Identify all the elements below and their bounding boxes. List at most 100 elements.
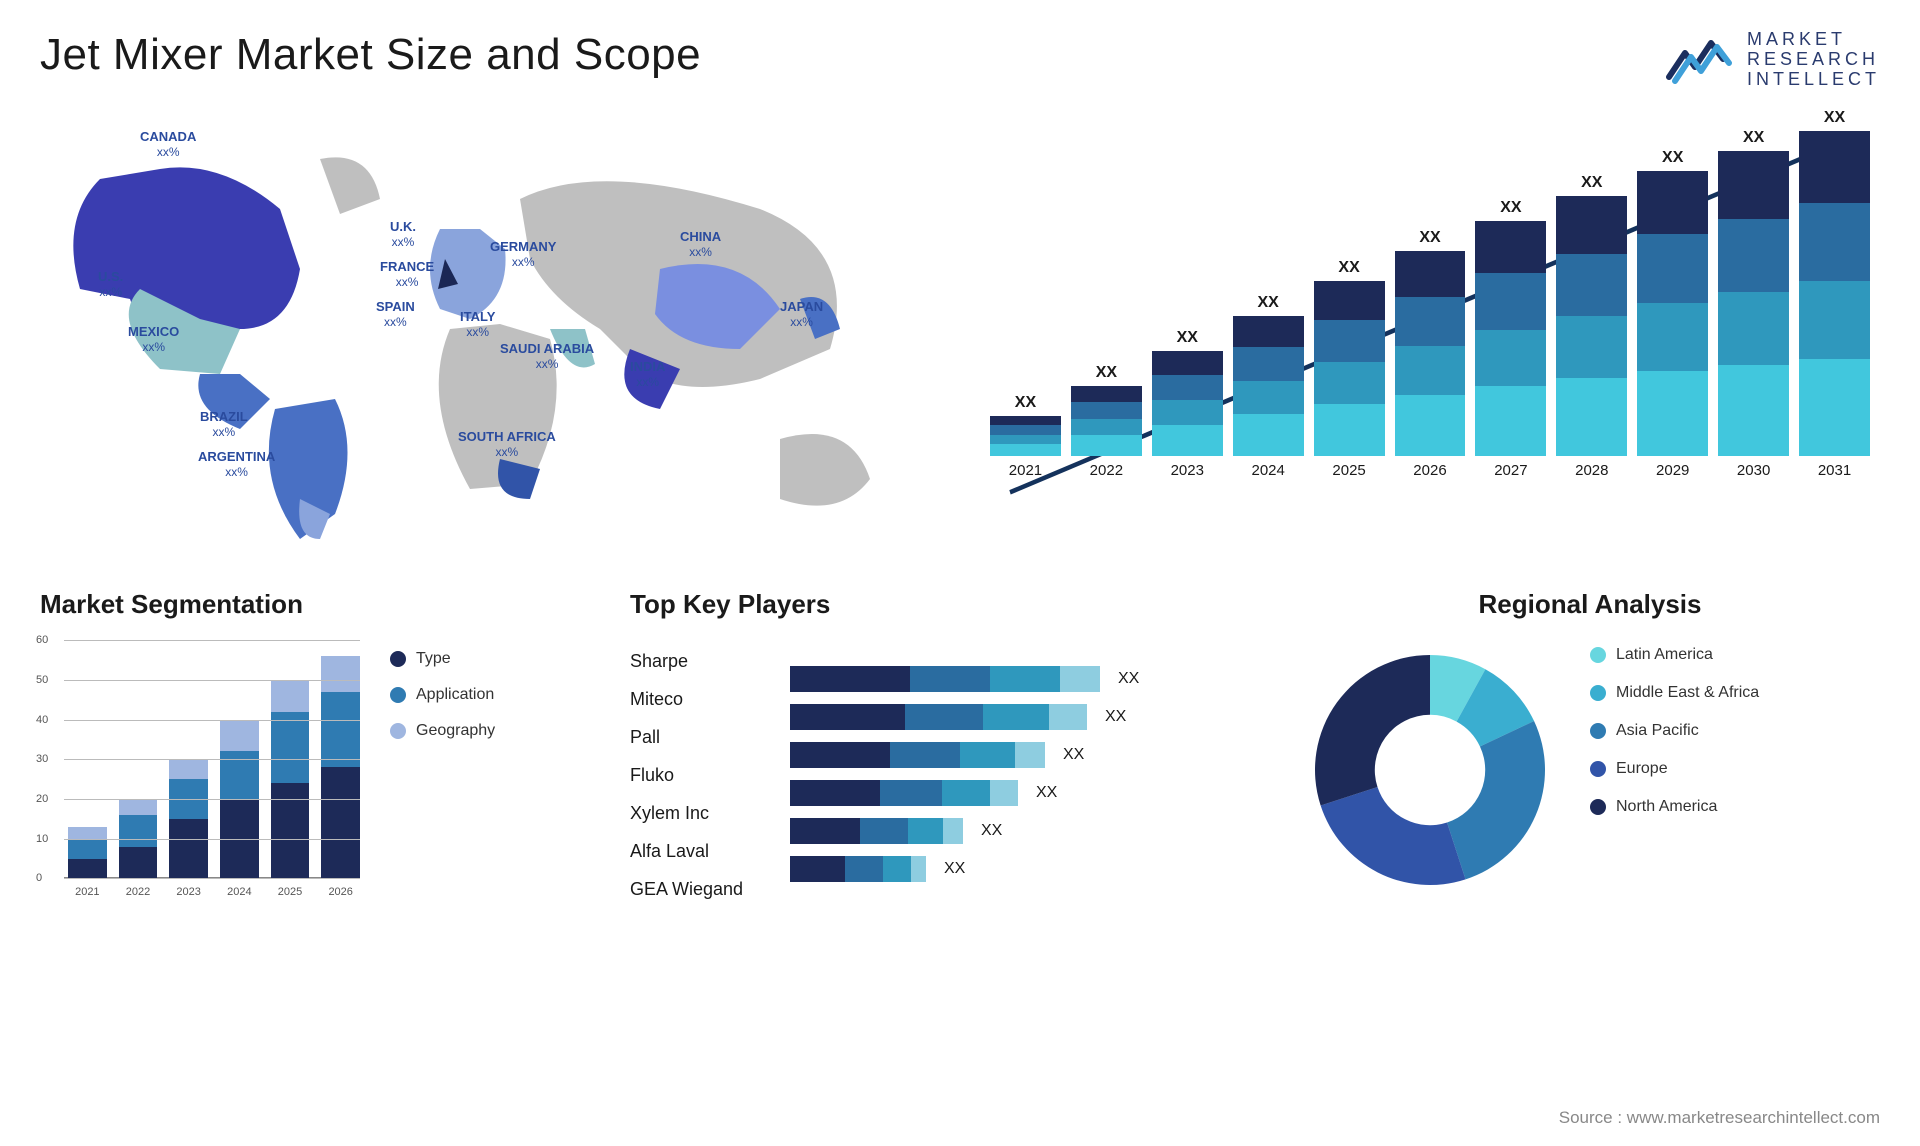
key-player-bar: XX [790, 666, 1270, 692]
bar-year-label: 2024 [1251, 462, 1284, 479]
key-player-value: XX [981, 822, 1002, 840]
y-axis-tick: 20 [36, 793, 48, 805]
key-player-bar: XX [790, 856, 1270, 882]
key-player-value: XX [1036, 784, 1057, 802]
bar-year-label: 2029 [1656, 462, 1689, 479]
key-player-bar: XX [790, 818, 1270, 844]
map-label: ITALYxx% [460, 309, 495, 339]
key-players-title: Top Key Players [630, 589, 1270, 620]
key-player-value: XX [1063, 746, 1084, 764]
map-label: SOUTH AFRICAxx% [458, 429, 556, 459]
map-label: ARGENTINAxx% [198, 449, 275, 479]
bar-value-label: XX [1743, 129, 1764, 147]
seg-year-label: 2025 [278, 886, 302, 898]
growth-bar: XX 2029 [1637, 149, 1708, 479]
logo-line1: MARKET [1747, 30, 1880, 50]
key-player-name: Miteco [630, 686, 770, 712]
growth-bar-chart: XX2021XX2022XX2023XX2024XX2025XX2026XX20… [980, 119, 1880, 539]
growth-bar: XX 2031 [1799, 109, 1870, 479]
y-axis-tick: 40 [36, 714, 48, 726]
map-label: SAUDI ARABIAxx% [500, 341, 594, 371]
bar-value-label: XX [1015, 394, 1036, 412]
key-player-name: Fluko [630, 762, 770, 788]
donut-slice [1315, 655, 1430, 806]
bar-year-label: 2027 [1494, 462, 1527, 479]
segmentation-title: Market Segmentation [40, 589, 600, 620]
map-label: FRANCExx% [380, 259, 434, 289]
legend-item: Type [390, 650, 495, 668]
key-player-name: Sharpe [630, 648, 770, 674]
growth-bar: XX 2021 [990, 394, 1061, 479]
bar-value-label: XX [1500, 199, 1521, 217]
regional-donut-chart: Latin America Middle East & Africa Asia Pa… [1300, 640, 1880, 900]
y-axis-tick: 30 [36, 753, 48, 765]
growth-bar: XX 2026 [1395, 229, 1466, 479]
map-label: U.K.xx% [390, 219, 416, 249]
seg-year-label: 2022 [126, 886, 150, 898]
bar-year-label: 2028 [1575, 462, 1608, 479]
growth-bar: XX2028 [1556, 174, 1627, 479]
donut-svg [1300, 640, 1560, 900]
map-label: GERMANYxx% [490, 239, 556, 269]
region-legend-item: Middle East & Africa [1590, 684, 1759, 702]
bar-year-label: 2030 [1737, 462, 1770, 479]
bar-value-label: XX [1338, 259, 1359, 277]
key-player-value: XX [944, 860, 965, 878]
bar-year-label: 2025 [1332, 462, 1365, 479]
logo-line2: RESEARCH [1747, 50, 1880, 70]
map-label: INDIAxx% [630, 359, 665, 389]
map-label: CHINAxx% [680, 229, 721, 259]
key-player-value: XX [1118, 670, 1139, 688]
seg-year-label: 2023 [176, 886, 200, 898]
bar-year-label: 2023 [1171, 462, 1204, 479]
region-legend-item: Europe [1590, 760, 1759, 778]
key-player-name: Alfa Laval [630, 838, 770, 864]
map-label: CANADAxx% [140, 129, 196, 159]
key-player-name: Xylem Inc [630, 800, 770, 826]
growth-bar: XX 2027 [1475, 199, 1546, 479]
bar-value-label: XX [1419, 229, 1440, 247]
bar-value-label: XX [1258, 294, 1279, 312]
bar-year-label: 2022 [1090, 462, 1123, 479]
growth-bar: XX2023 [1152, 329, 1223, 479]
logo-mark-icon [1665, 33, 1735, 87]
y-axis-tick: 50 [36, 674, 48, 686]
segmentation-bar: 2026 [321, 656, 360, 878]
brand-logo: MARKET RESEARCH INTELLECT [1665, 30, 1880, 89]
key-player-name: Pall [630, 724, 770, 750]
bar-year-label: 2021 [1009, 462, 1042, 479]
segmentation-bar: 2021 [68, 827, 107, 879]
region-legend-item: North America [1590, 798, 1759, 816]
key-player-value: XX [1105, 708, 1126, 726]
legend-item: Application [390, 686, 495, 704]
bar-value-label: XX [1824, 109, 1845, 127]
growth-bar: XX 2024 [1233, 294, 1304, 479]
world-map: CANADAxx% U.S.xx%MEXICOxx% BRAZILxx% ARGENT… [40, 119, 940, 539]
donut-slice [1321, 787, 1466, 885]
key-player-bar: XX [790, 780, 1270, 806]
region-legend-item: Asia Pacific [1590, 722, 1759, 740]
seg-year-label: 2021 [75, 886, 99, 898]
bar-value-label: XX [1662, 149, 1683, 167]
legend-item: Geography [390, 722, 495, 740]
y-axis-tick: 0 [36, 872, 42, 884]
growth-bar: XX 2030 [1718, 129, 1789, 479]
seg-year-label: 2024 [227, 886, 251, 898]
page-title: Jet Mixer Market Size and Scope [40, 30, 701, 80]
map-label: U.S.xx% [98, 269, 123, 299]
map-label: MEXICOxx% [128, 324, 179, 354]
y-axis-tick: 60 [36, 634, 48, 646]
growth-bar: XX2022 [1071, 364, 1142, 479]
donut-slice [1447, 721, 1545, 879]
bar-year-label: 2031 [1818, 462, 1851, 479]
key-player-name: GEA Wiegand [630, 876, 770, 902]
map-label: BRAZILxx% [200, 409, 248, 439]
seg-year-label: 2026 [328, 886, 352, 898]
growth-bar: XX 2025 [1314, 259, 1385, 479]
map-label: SPAINxx% [376, 299, 415, 329]
bar-year-label: 2026 [1413, 462, 1446, 479]
logo-line3: INTELLECT [1747, 70, 1880, 90]
segmentation-chart: 202120222023202420252026 0102030405060 T… [40, 640, 600, 900]
region-legend-item: Latin America [1590, 646, 1759, 664]
key-player-bar: XX [790, 704, 1270, 730]
